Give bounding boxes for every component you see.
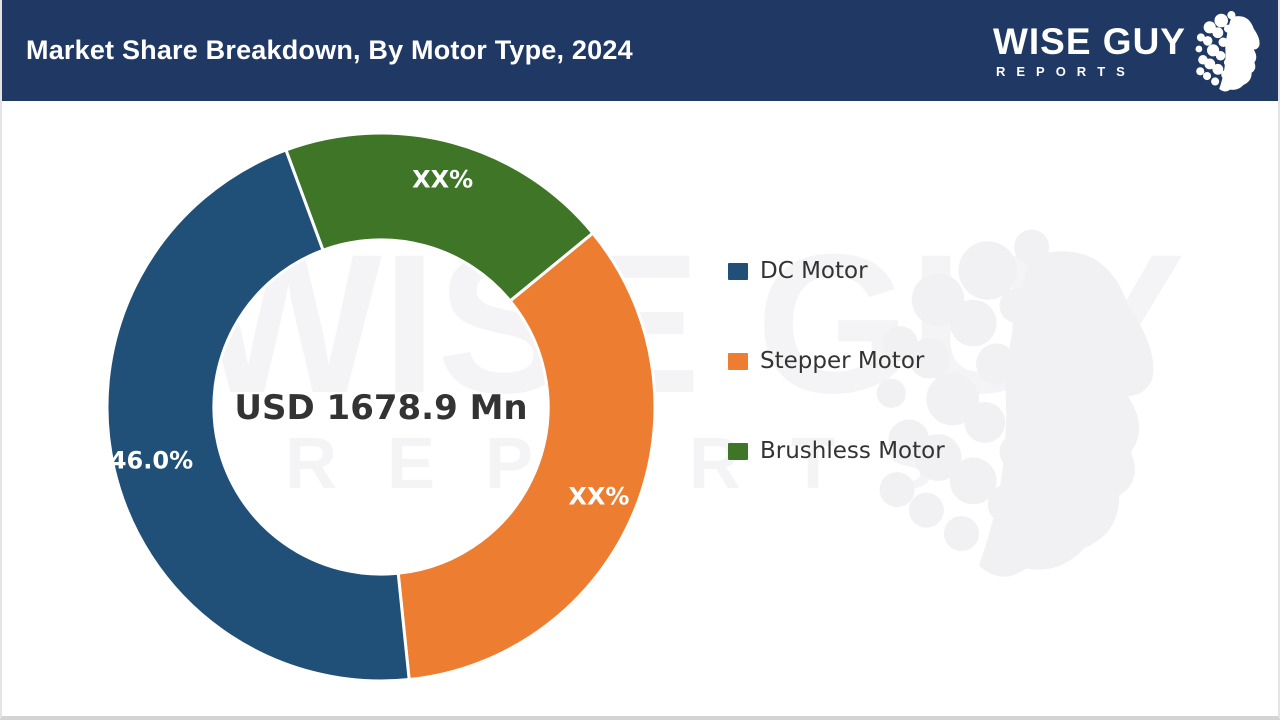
slice-label-brushless-motor: XX% [412, 166, 473, 194]
legend-label: Stepper Motor [760, 348, 925, 374]
donut-center-total: USD 1678.9 Mn [234, 388, 528, 428]
slice-label-stepper-motor: XX% [568, 483, 629, 511]
slice-label-dc-motor: 46.0% [110, 446, 193, 474]
brand-logo: WISE GUY REPORTS [993, 7, 1280, 95]
page-title: Market Share Breakdown, By Motor Type, 2… [26, 35, 633, 65]
legend-label: Brushless Motor [760, 438, 945, 464]
slice-stepper-motor [396, 231, 657, 682]
legend-label: DC Motor [760, 258, 868, 284]
donut-chart-area: XX% XX% 46.0% [101, 127, 661, 687]
legend-item-stepper-motor: Stepper Motor [728, 347, 945, 375]
logo-face-icon [1195, 10, 1260, 91]
legend-item-dc-motor: DC Motor [728, 257, 945, 285]
logo-wordmark: WISE GUY [992, 20, 1186, 62]
donut-chart: XX% XX% 46.0% [105, 131, 657, 683]
legend-swatch-brushless-motor [728, 442, 748, 460]
legend-swatch-stepper-motor [728, 352, 748, 370]
header-bar: Market Share Breakdown, By Motor Type, 2… [0, 0, 1280, 101]
chart-legend: DC Motor Stepper Motor Brushless Motor [728, 257, 945, 527]
legend-swatch-dc-motor [728, 262, 748, 280]
legend-item-brushless-motor: Brushless Motor [728, 437, 945, 465]
slice-dc-motor [105, 148, 411, 683]
logo-subtext: REPORTS [995, 63, 1136, 79]
slice-brushless-motor [284, 131, 595, 303]
